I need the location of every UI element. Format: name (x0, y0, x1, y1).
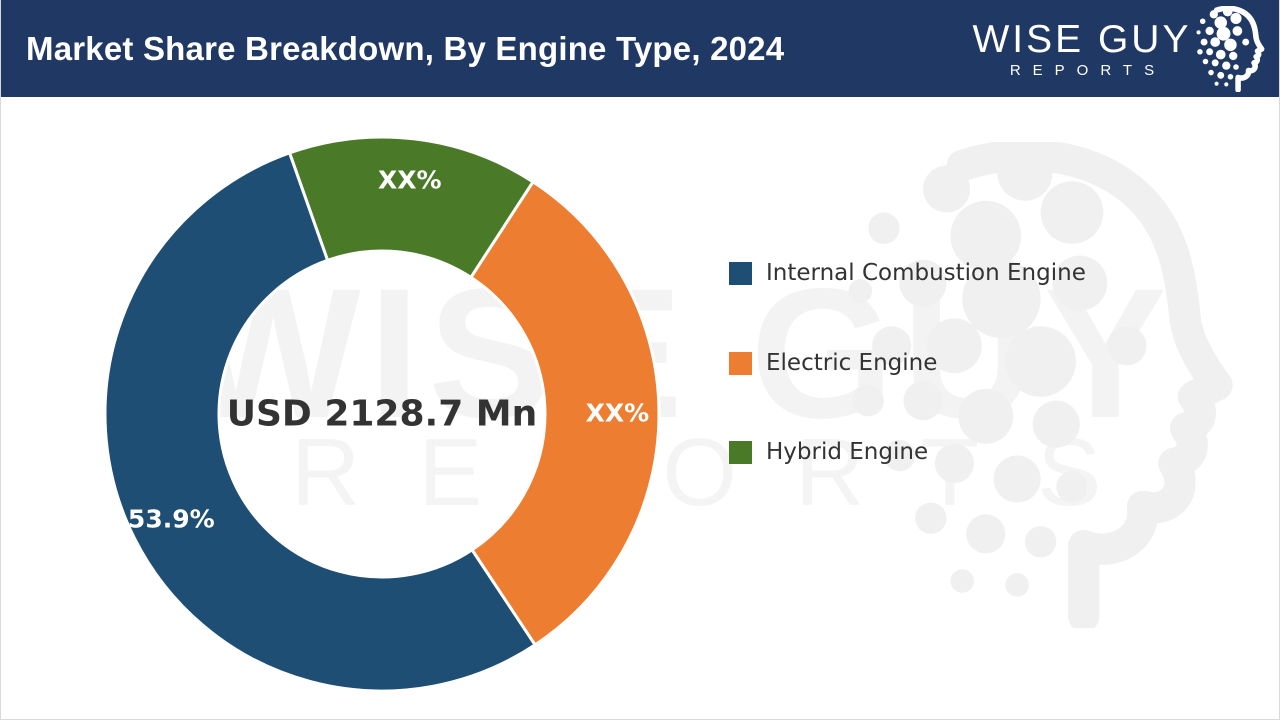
legend-swatch (729, 351, 752, 375)
donut-center-value: USD 2128.7 Mn (226, 393, 538, 435)
logo-subtitle: REPORTS (1009, 61, 1167, 79)
header-bar: Market Share Breakdown, By Engine Type, … (1, 0, 1279, 97)
logo-text: WISE GUY REPORTS (972, 20, 1191, 78)
slice-label-electric-engine: XX% (586, 399, 650, 428)
page-title: Market Share Breakdown, By Engine Type, … (26, 29, 785, 67)
donut-slice-internal-combustion-engine (103, 151, 537, 693)
legend-item-hybrid-engine: Hybrid Engine (729, 439, 928, 465)
legend-swatch (729, 440, 752, 464)
donut-slice-electric-engine (469, 180, 661, 647)
legend-label: Internal Combustion Engine (766, 260, 1086, 286)
legend-label: Electric Engine (766, 350, 938, 376)
legend-item-electric-engine: Electric Engine (729, 350, 937, 376)
slice-label-internal-combustion-engine: 53.9% (128, 505, 215, 534)
wiseguy-logo: WISE GUY REPORTS (972, 6, 1267, 92)
logo-wordmark: WISE GUY (972, 17, 1192, 61)
slice-label-hybrid-engine: XX% (378, 166, 442, 195)
legend-swatch (729, 261, 752, 285)
legend-label: Hybrid Engine (766, 439, 929, 465)
legend-item-internal-combustion-engine: Internal Combustion Engine (729, 260, 1086, 286)
